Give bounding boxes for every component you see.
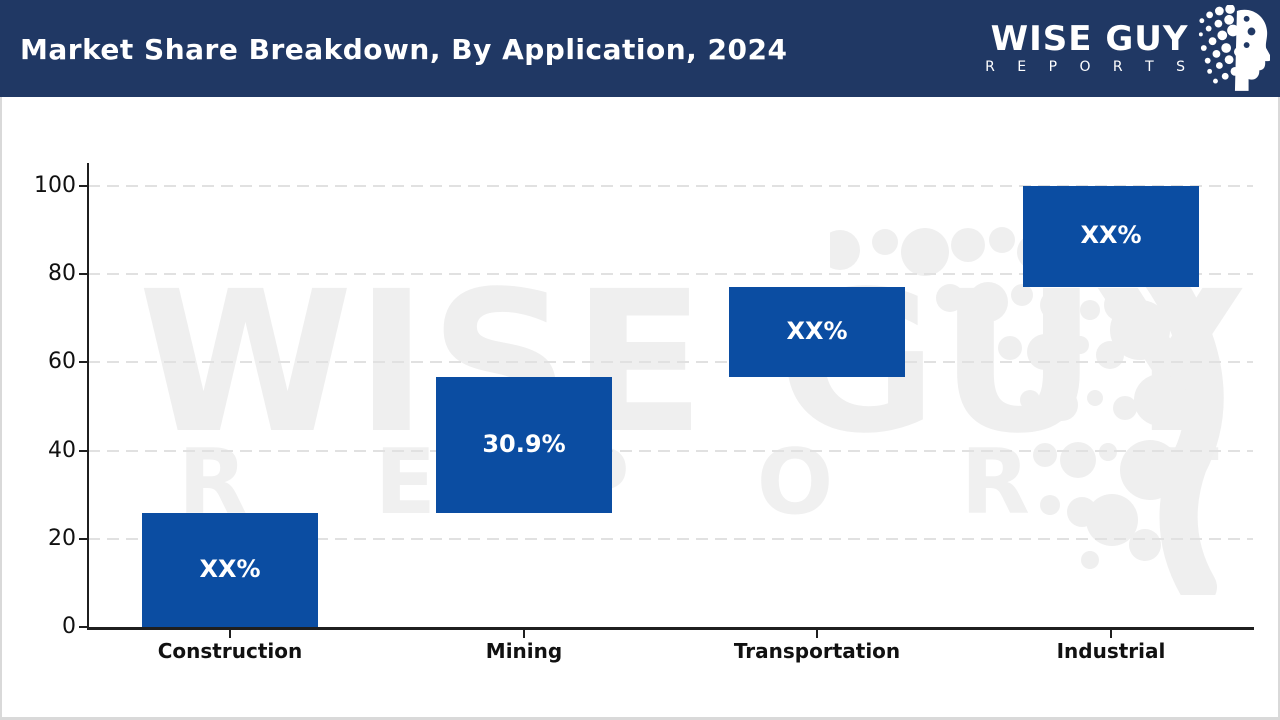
bar-value-label-industrial: XX%	[1080, 221, 1142, 250]
bar-value-label-mining: 30.9%	[482, 429, 566, 458]
header: Market Share Breakdown, By Application, …	[0, 0, 1280, 97]
y-tick-mark-0	[79, 626, 88, 628]
gridline-80	[88, 273, 1253, 276]
y-tick-label-80: 80	[48, 261, 76, 287]
x-tick-mark-mining	[523, 630, 525, 638]
y-tick-mark-20	[79, 537, 88, 540]
y-tick-mark-60	[79, 361, 88, 364]
x-tick-label-construction: Construction	[157, 639, 303, 663]
y-tick-label-20: 20	[48, 525, 76, 551]
x-axis-line	[87, 627, 1254, 630]
x-tick-mark-transportation	[816, 630, 818, 638]
gridline-20	[88, 537, 1253, 540]
page-title: Market Share Breakdown, By Application, …	[20, 33, 788, 66]
wise-guy-logo: WISE GUY R E P O R T S	[985, 5, 1270, 91]
bar-industrial: XX%	[1023, 186, 1199, 287]
y-tick-label-0: 0	[62, 614, 76, 639]
y-tick-mark-80	[79, 273, 88, 276]
x-tick-label-industrial: Industrial	[1056, 639, 1166, 663]
logo-head-icon	[1198, 5, 1270, 91]
logo-text: WISE GUY R E P O R T S	[985, 18, 1194, 76]
bar-mining: 30.9%	[436, 376, 612, 513]
logo-subtext: R E P O R T S	[985, 59, 1194, 76]
gridline-100	[88, 185, 1253, 187]
bar-construction: XX%	[142, 512, 318, 627]
y-axis-line	[87, 163, 89, 630]
y-tick-label-40: 40	[48, 437, 76, 463]
x-tick-label-transportation: Transportation	[733, 639, 901, 663]
bar-value-label-construction: XX%	[199, 554, 261, 583]
x-tick-label-mining: Mining	[485, 639, 563, 663]
bar-transportation: XX%	[729, 286, 905, 377]
logo-wordmark: WISE GUY	[990, 18, 1189, 59]
y-tick-mark-40	[79, 449, 88, 452]
gridline-60	[88, 361, 1253, 364]
x-tick-mark-construction	[229, 630, 231, 638]
gridline-40	[88, 449, 1253, 452]
y-tick-label-100: 100	[34, 173, 76, 198]
y-tick-label-60: 60	[48, 349, 76, 375]
x-tick-mark-industrial	[1110, 630, 1112, 638]
y-tick-mark-100	[79, 185, 88, 187]
bar-value-label-transportation: XX%	[786, 316, 848, 345]
